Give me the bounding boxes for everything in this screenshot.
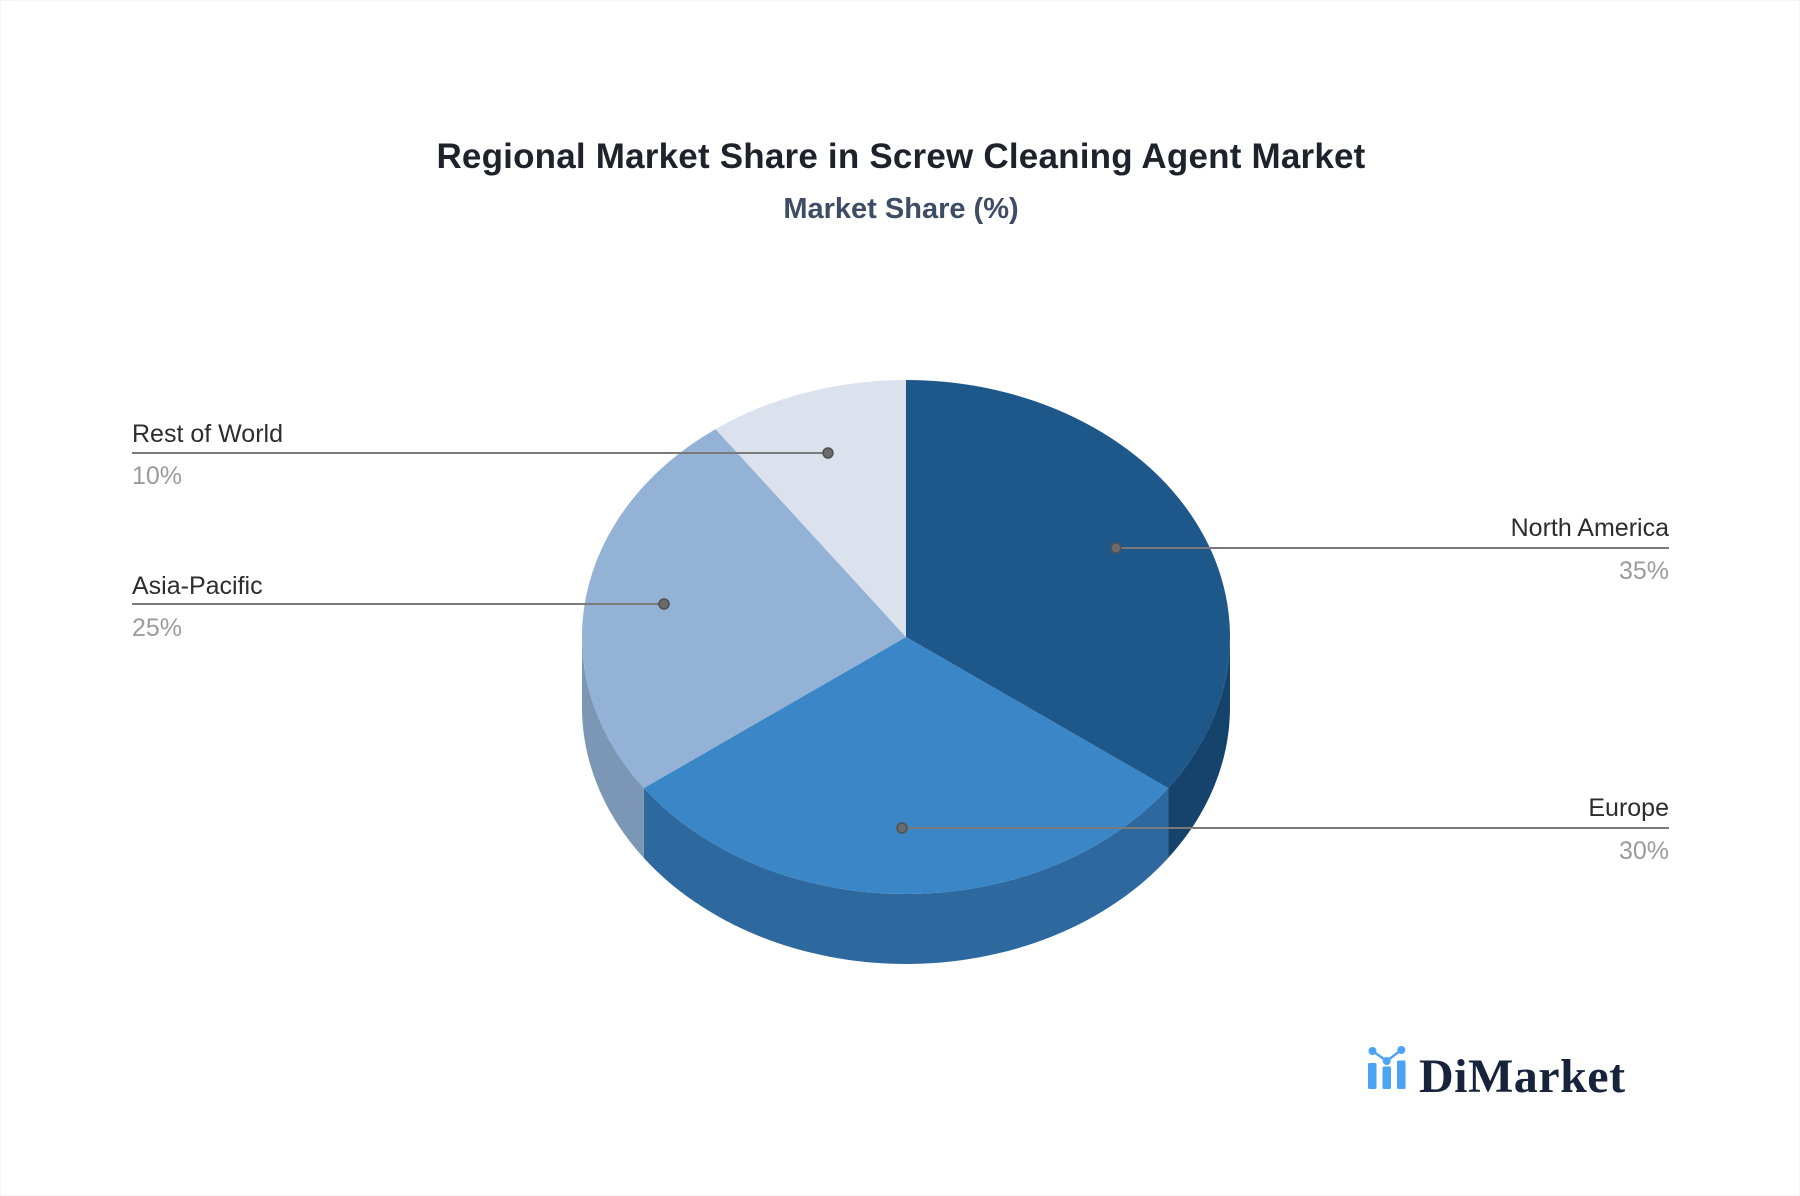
leader-dot-north-america <box>1110 542 1122 554</box>
icon-bar <box>1368 1063 1377 1089</box>
callout-value-rest-of-world: 10% <box>132 462 182 490</box>
pie-slice-asia-pacific <box>581 429 906 789</box>
pie-3d-side <box>582 637 1230 964</box>
icon-dot <box>1397 1046 1406 1054</box>
leader-dot-europe <box>896 822 908 834</box>
callout-value-asia-pacific: 25% <box>132 614 182 642</box>
pie-side-asia-pacific <box>582 637 644 859</box>
chart-subtitle: Market Share (%) <box>783 193 1019 225</box>
pie-side-north-america <box>1168 637 1230 859</box>
callouts: North America 35% Europe 30% Asia-Pacifi… <box>132 420 1669 865</box>
callout-label-europe: Europe <box>1588 794 1669 822</box>
icon-bar <box>1397 1060 1406 1089</box>
pie-slice-rest-of-world <box>715 380 906 637</box>
callout-value-europe: 30% <box>1619 837 1669 865</box>
callout-label-north-america: North America <box>1511 514 1669 542</box>
chart-title: Regional Market Share in Screw Cleaning … <box>436 137 1366 176</box>
pie-side-europe <box>643 788 1169 964</box>
icon-dot <box>1382 1057 1391 1065</box>
pie-slice-europe <box>643 637 1169 895</box>
brand-logo-text: DiMarket <box>1419 1050 1626 1103</box>
icon-bar <box>1382 1066 1391 1089</box>
pie-slice-north-america <box>906 380 1230 789</box>
callout-value-north-america: 35% <box>1619 557 1669 585</box>
callout-label-rest-of-world: Rest of World <box>132 420 283 448</box>
leader-dot-asia-pacific <box>658 598 670 610</box>
bar-line-chart-icon <box>1368 1046 1406 1089</box>
pie-3d-top <box>581 380 1230 895</box>
callout-label-asia-pacific: Asia-Pacific <box>132 572 263 600</box>
leader-dot-rest-of-world <box>822 447 834 459</box>
icon-dot <box>1368 1047 1377 1055</box>
